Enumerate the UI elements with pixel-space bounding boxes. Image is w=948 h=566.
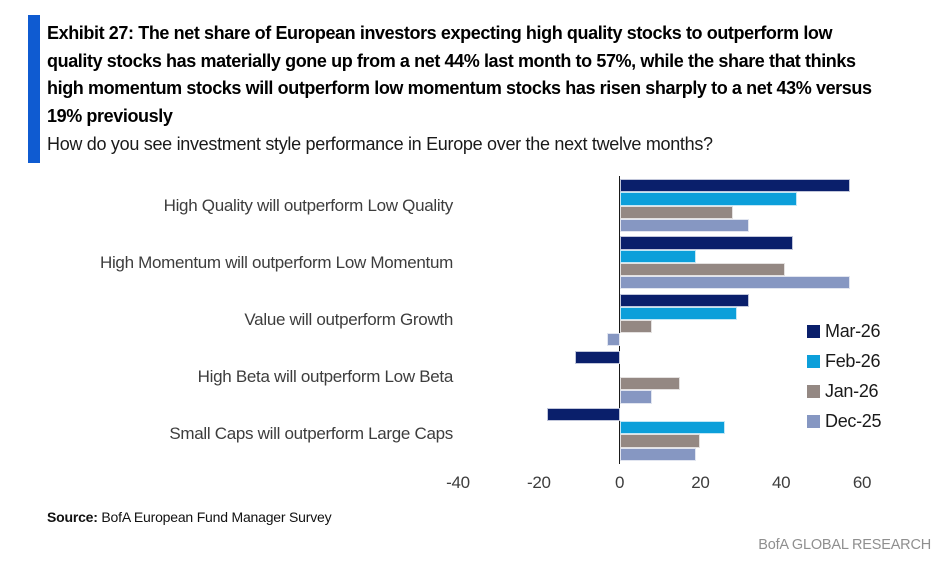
bar-jan-26-cat2	[619, 262, 786, 276]
bar-feb-26-cat5	[619, 421, 725, 435]
bar-mar-26-cat3	[619, 293, 749, 307]
legend-item-dec-25: Dec-25	[807, 406, 882, 436]
bar-jan-26-cat1	[619, 205, 733, 219]
bar-jan-26-cat4	[619, 377, 681, 391]
exhibit-title-line-4: 19% previously	[47, 105, 173, 126]
plot-area: -40 -20 0 20 40 60	[446, 176, 871, 492]
legend-item-jan-26: Jan-26	[807, 376, 881, 406]
source-text: BofA European Fund Manager Survey	[97, 509, 332, 525]
legend-swatch-icon	[807, 324, 820, 338]
bar-feb-26-cat3	[619, 306, 737, 320]
brand-text: BofA GLOBAL RESEARCH	[758, 537, 931, 553]
legend-item-feb-26: Feb-26	[807, 346, 881, 376]
x-tick-label--40: -40	[446, 473, 470, 492]
legend-label: Mar-26	[825, 320, 881, 341]
x-tick-label-0: 0	[615, 473, 625, 492]
bar-mar-26-cat5	[546, 408, 620, 422]
exhibit-accent-bar	[28, 15, 40, 163]
bar-dec-25-cat1	[619, 218, 749, 232]
legend-swatch-icon	[807, 414, 820, 428]
exhibit-title-line-1: Exhibit 27: The net share of European in…	[47, 23, 833, 43]
bar-dec-25-cat2	[619, 276, 850, 290]
legend-swatch-icon	[807, 354, 820, 368]
exhibit-title: Exhibit 27: The net share of European in…	[47, 20, 943, 157]
legend-swatch-icon	[807, 384, 820, 398]
bar-mar-26-cat1	[619, 179, 850, 193]
source-label: Source:	[47, 509, 98, 525]
category-label-2: High Momentum will outperform Low Moment…	[99, 252, 453, 272]
bar-mar-26-cat2	[619, 236, 794, 250]
category-label-5: Small Caps will outperform Large Caps	[169, 424, 453, 444]
legend-label: Dec-25	[825, 410, 882, 431]
category-label-4: High Beta will outperform Low Beta	[197, 367, 454, 387]
chart-legend: Mar-26 Feb-26 Jan-26 Dec-25	[807, 316, 882, 436]
category-axis-labels: High Quality will outperform Low Quality…	[0, 177, 453, 463]
bar-mar-26-cat4	[575, 350, 620, 364]
bar-feb-26-cat1	[619, 192, 798, 206]
source-line: Source: BofA European Fund Manager Surve…	[47, 509, 332, 525]
bar-dec-25-cat4	[619, 390, 652, 404]
x-tick-label-20: 20	[691, 473, 710, 492]
bar-dec-25-cat5	[619, 447, 697, 461]
bar-dec-25-cat3	[607, 333, 620, 347]
bar-jan-26-cat5	[619, 434, 701, 448]
bar-feb-26-cat2	[619, 249, 697, 263]
legend-item-mar-26: Mar-26	[807, 316, 881, 346]
survey-question-subtitle: How do you see investment style performa…	[47, 134, 713, 154]
category-label-1: High Quality will outperform Low Quality	[163, 195, 454, 215]
legend-label: Feb-26	[825, 350, 881, 371]
x-tick-label--20: -20	[526, 473, 551, 492]
bar-jan-26-cat3	[619, 320, 652, 334]
x-tick-label-40: 40	[772, 473, 791, 492]
exhibit-title-line-3: high momentum stocks will outperform low…	[47, 78, 872, 98]
exhibit-title-line-2: quality stocks has materially gone up fr…	[47, 50, 856, 71]
x-tick-label-60: 60	[852, 473, 872, 492]
category-label-3: Value will outperform Growth	[244, 309, 453, 329]
x-axis-tick-labels: -40 -20 0 20 40 60	[446, 473, 871, 495]
legend-label: Jan-26	[825, 380, 879, 401]
